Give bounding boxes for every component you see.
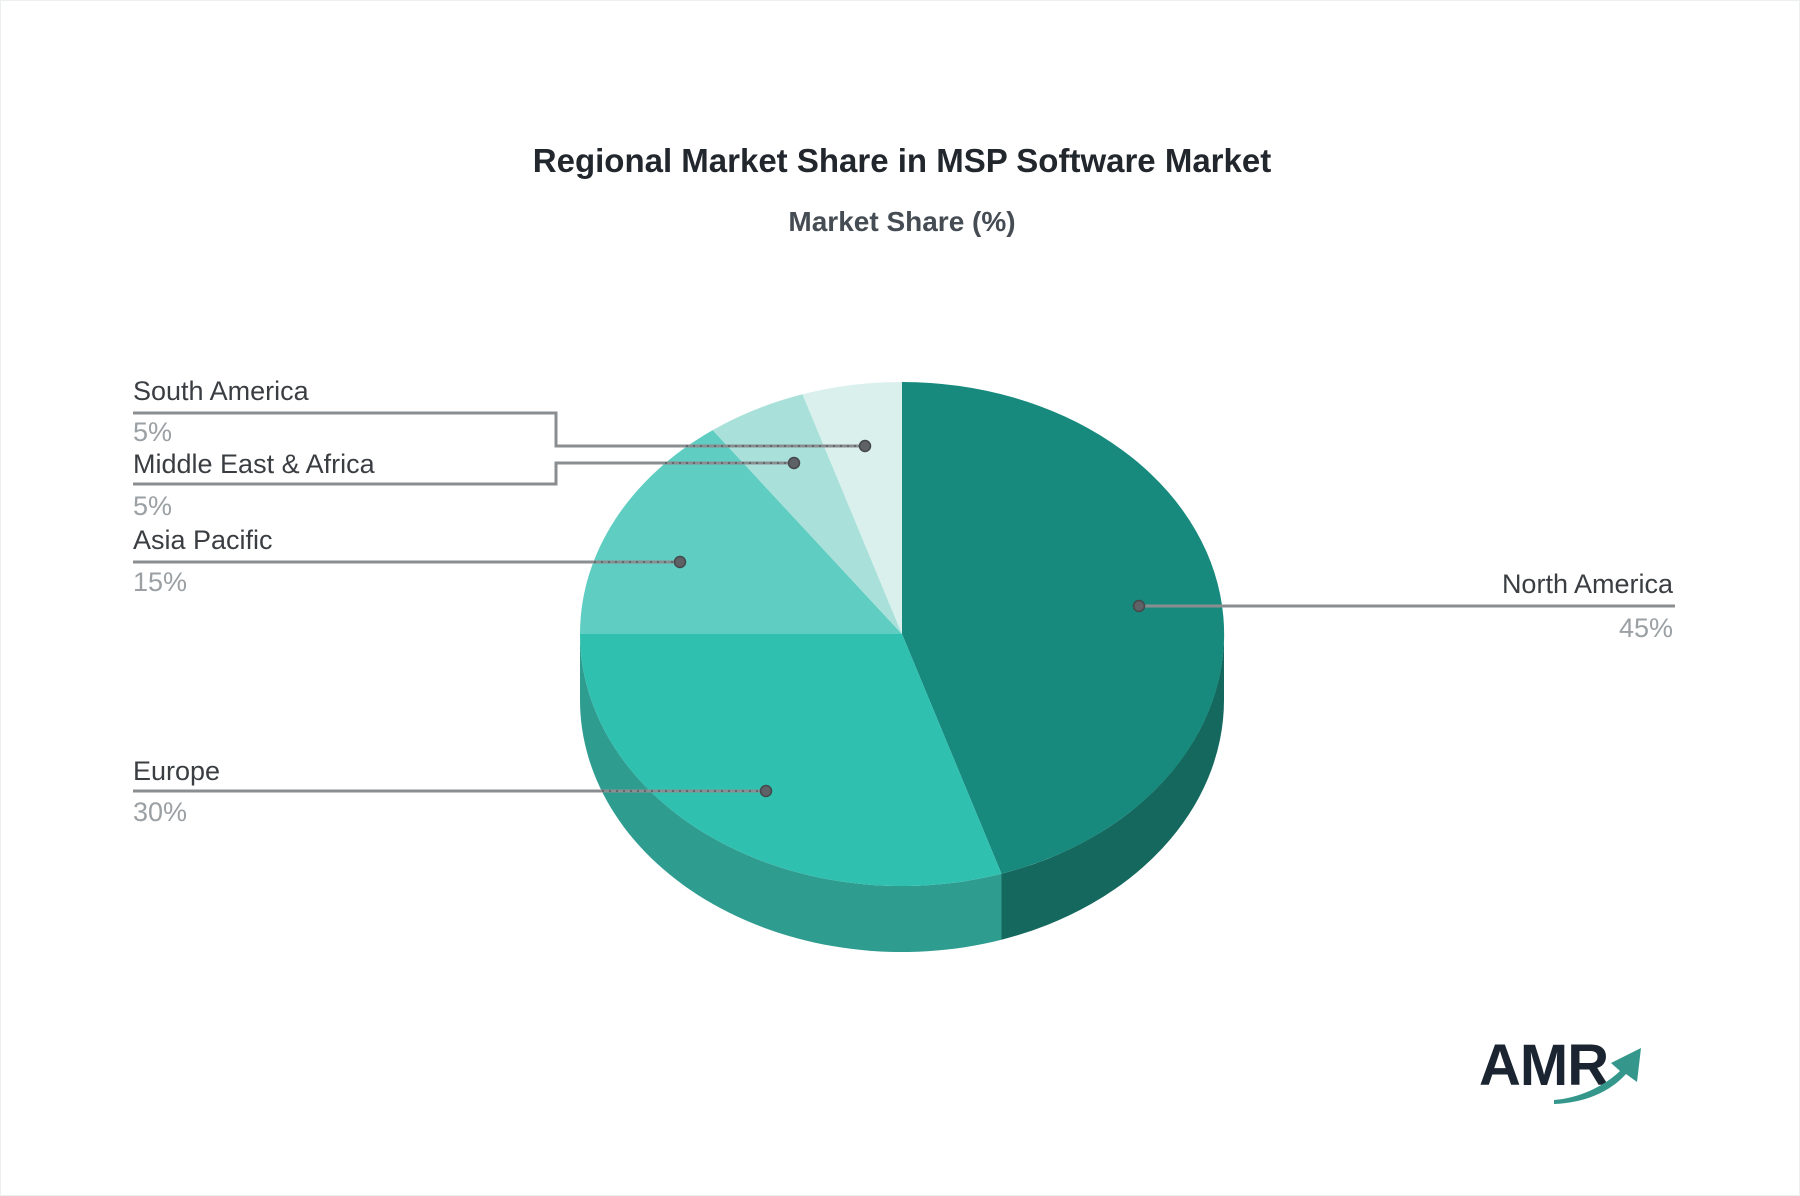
pie-slice-north-america[interactable] <box>902 382 1225 874</box>
pie-slice-asia-pacific[interactable] <box>580 430 902 634</box>
callout-value-middle-east-africa: 5% <box>133 491 173 521</box>
chart-subtitle: Market Share (%) <box>788 206 1016 237</box>
leader-line-south-america <box>133 411 865 448</box>
callout-label-asia-pacific: Asia Pacific <box>133 525 273 555</box>
callout-label-europe: Europe <box>133 756 221 786</box>
callout-label-middle-east-africa: Middle East & Africa <box>133 449 375 479</box>
leader-line-middle-east-africa <box>133 461 794 486</box>
leader-dot-europe <box>759 784 773 798</box>
leader-dot-asia-pacific <box>673 555 687 569</box>
leader-dot-north-america <box>1132 599 1146 613</box>
callout-value-asia-pacific: 15% <box>133 567 188 597</box>
pie-slice-middle-east-africa[interactable] <box>712 394 902 634</box>
chart-title: Regional Market Share in MSP Software Ma… <box>532 142 1272 179</box>
callout-value-europe: 30% <box>133 797 188 827</box>
pie-slice-side-north-america <box>1001 634 1225 940</box>
callout-value-south-america: 5% <box>133 417 173 447</box>
leader-dot-middle-east-africa <box>787 456 801 470</box>
pie-slice-side-europe <box>580 634 1002 953</box>
pie-slice-europe[interactable] <box>580 634 1002 887</box>
callout-value-north-america: 45% <box>1618 613 1673 643</box>
amr-logo: AMR <box>1479 1037 1649 1112</box>
leader-dot-south-america <box>858 439 872 453</box>
amr-logo-text: AMR <box>1479 1033 1609 1098</box>
callout-label-south-america: South America <box>133 376 309 406</box>
amr-logo-arrow-icon <box>1554 1048 1641 1104</box>
callout-label-north-america: North America <box>1501 569 1673 599</box>
